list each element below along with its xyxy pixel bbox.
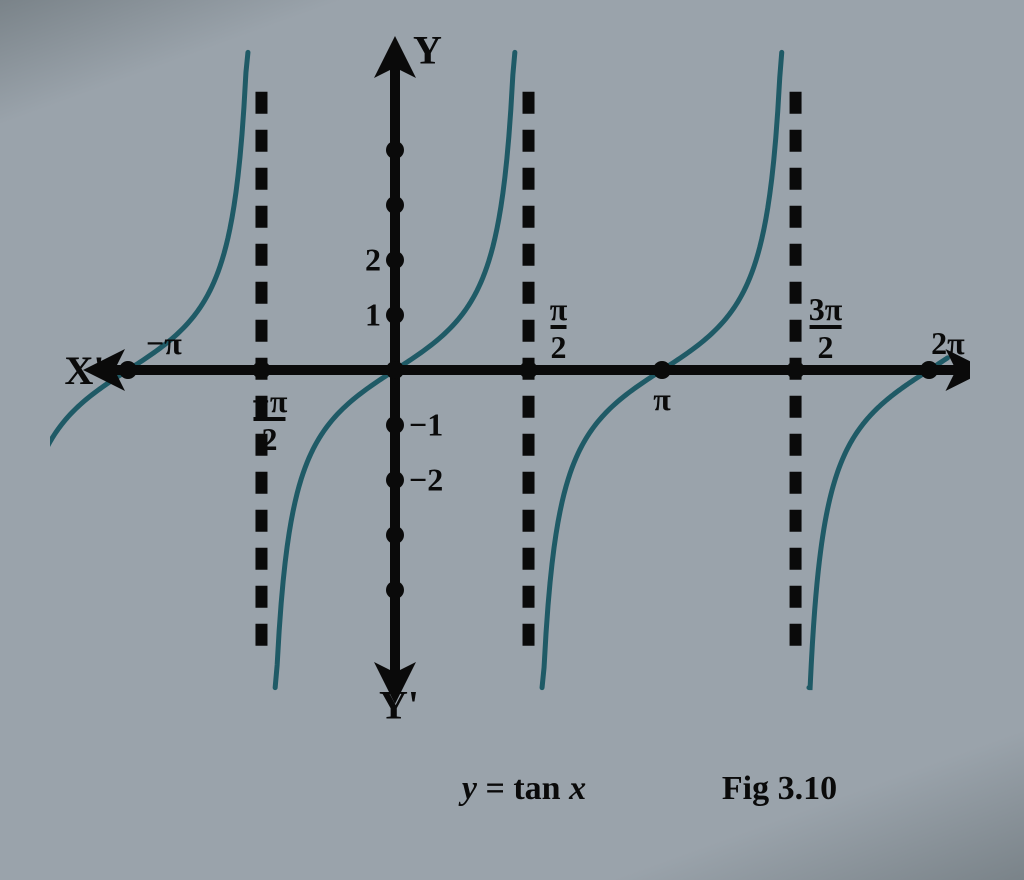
fraction-label: π2: [550, 291, 568, 365]
x-tick-dot: [787, 361, 805, 379]
origin-dot: [386, 361, 404, 379]
x-tick-dot: [252, 361, 270, 379]
svg-text:2: 2: [818, 329, 834, 365]
caption-row: y = tan x Fig 3.10: [0, 770, 1024, 808]
fraction-label: 3π2: [809, 291, 843, 365]
y-tick-dot: [386, 306, 404, 324]
tan-branch: [809, 358, 948, 688]
equation-label: y = tan x: [462, 770, 642, 808]
figure-caption: Fig 3.10: [722, 770, 837, 808]
x-axis-label-neg: X': [65, 348, 105, 393]
svg-text:2: 2: [261, 421, 277, 457]
tan-chart: −π−π2π2π3π22π21−1−2XX'YY': [50, 20, 970, 740]
x-tick-dot: [520, 361, 538, 379]
y-tick-dot: [386, 196, 404, 214]
x-tick-dot: [653, 361, 671, 379]
svg-text:−π: −π: [252, 383, 288, 419]
y-tick-label: −1: [409, 407, 443, 443]
x-tick-dot: [920, 361, 938, 379]
x-tick-label: −π: [146, 325, 182, 361]
y-tick-label: −2: [409, 462, 443, 498]
x-tick-label: 2π: [931, 325, 965, 361]
x-tick-dot: [119, 361, 137, 379]
y-tick-dot: [386, 141, 404, 159]
y-tick-label: 1: [365, 297, 381, 333]
svg-text:3π: 3π: [809, 291, 843, 327]
y-tick-dot: [386, 251, 404, 269]
svg-text:2: 2: [551, 329, 567, 365]
x-tick-label: π: [653, 381, 671, 417]
y-tick-dot: [386, 581, 404, 599]
y-tick-dot: [386, 416, 404, 434]
y-axis-label-neg: Y': [379, 683, 419, 728]
y-tick-dot: [386, 526, 404, 544]
y-axis-label-pos: Y: [413, 28, 442, 73]
y-tick-dot: [386, 471, 404, 489]
chart-svg: −π−π2π2π3π22π21−1−2XX'YY': [50, 20, 970, 740]
y-tick-label: 2: [365, 242, 381, 278]
svg-text:π: π: [550, 291, 568, 327]
